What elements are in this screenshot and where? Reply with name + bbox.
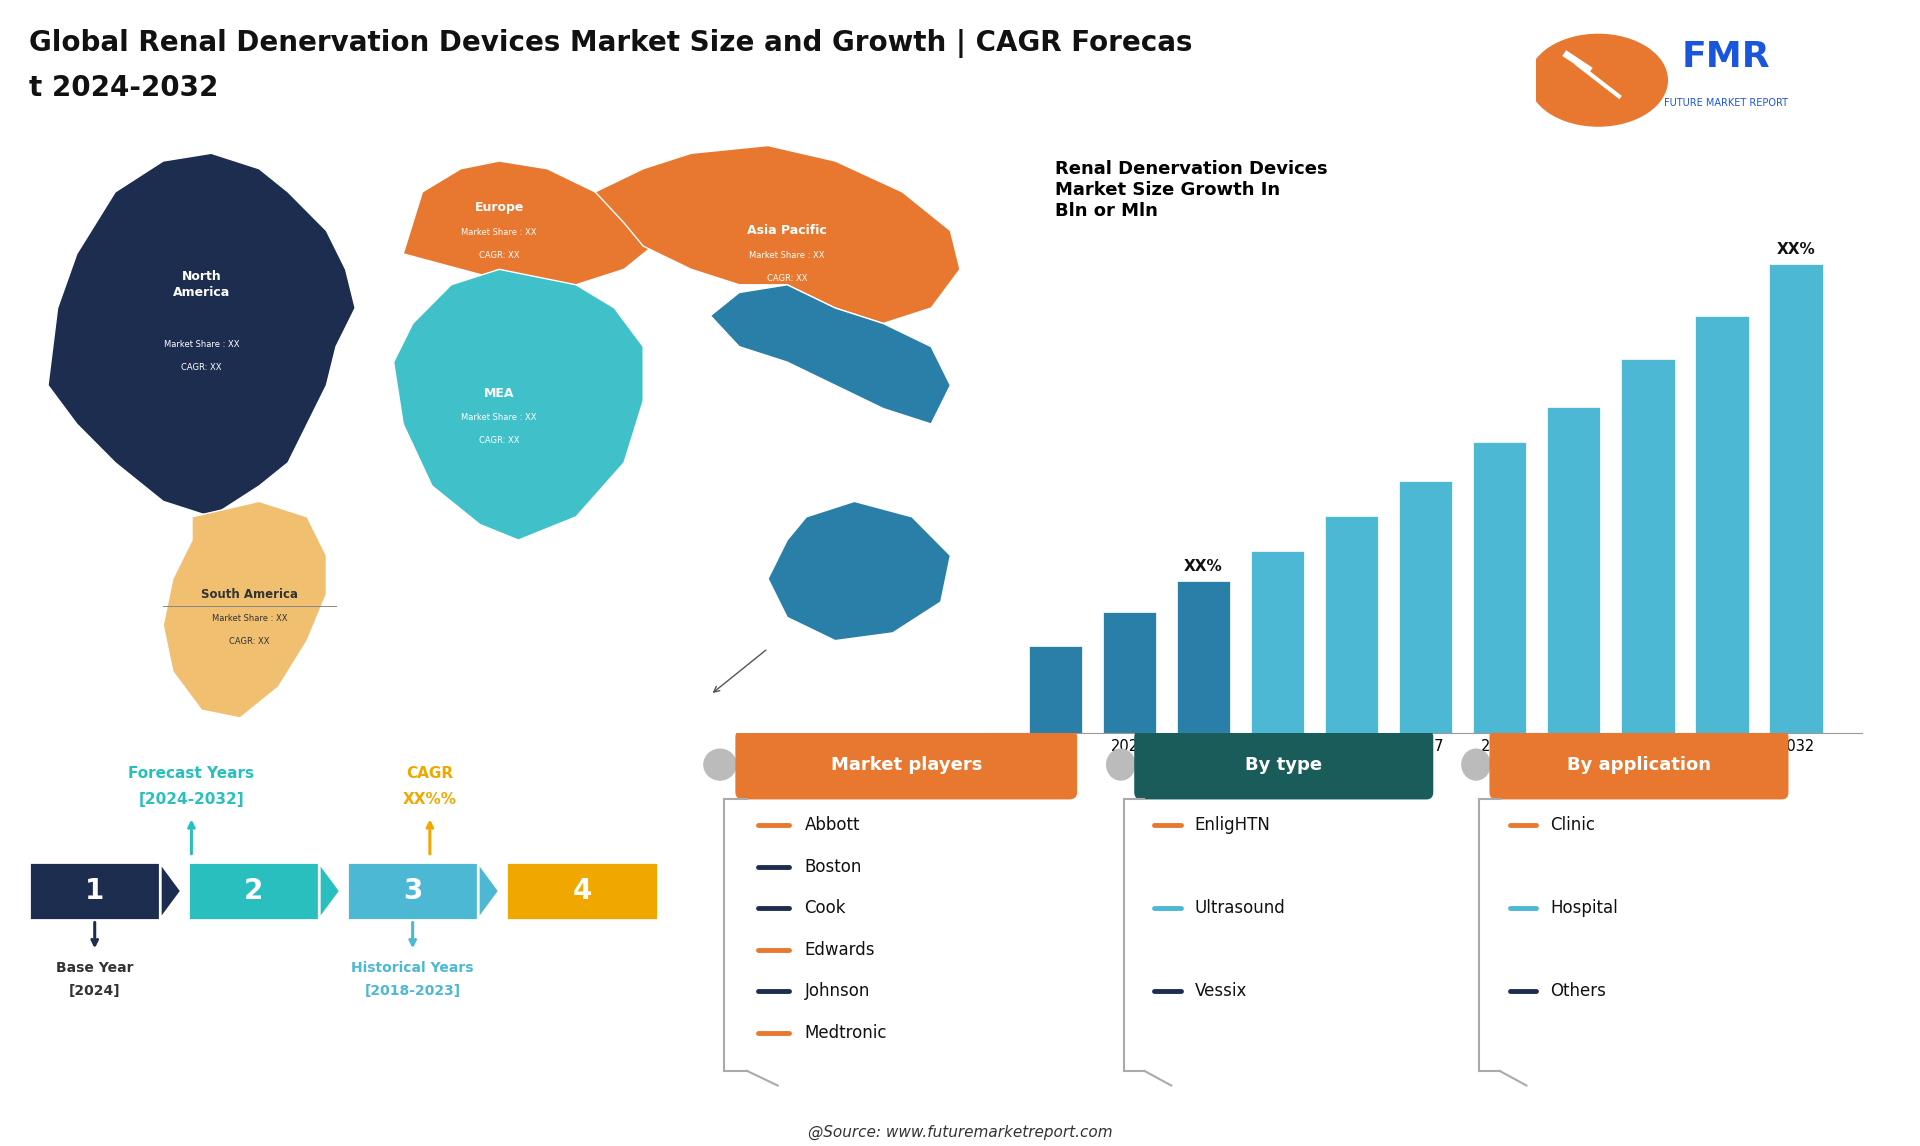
FancyBboxPatch shape (29, 862, 159, 919)
Text: Market players: Market players (831, 755, 981, 774)
Bar (1620, 360, 1674, 733)
Text: Renal Denervation Devices
Market Size Growth In
Bln or Mln: Renal Denervation Devices Market Size Gr… (1056, 160, 1329, 220)
Text: Market Share : XX: Market Share : XX (461, 228, 538, 236)
Bar (1102, 612, 1156, 733)
Text: CAGR: XX: CAGR: XX (228, 637, 271, 646)
Text: Global Renal Denervation Devices Market Size and Growth | CAGR Forecas: Global Renal Denervation Devices Market … (29, 29, 1192, 57)
Bar (1400, 481, 1452, 733)
Text: By type: By type (1246, 755, 1323, 774)
Text: North
America: North America (173, 270, 230, 299)
Text: 1: 1 (84, 877, 104, 905)
Bar (1548, 407, 1601, 733)
Text: 2: 2 (244, 877, 263, 905)
Text: [2018-2023]: [2018-2023] (365, 984, 461, 998)
Text: Boston: Boston (804, 857, 862, 876)
FancyBboxPatch shape (348, 862, 478, 919)
Text: Vessix: Vessix (1194, 982, 1248, 1000)
Text: XX%: XX% (1185, 559, 1223, 574)
Bar (1770, 264, 1822, 733)
FancyBboxPatch shape (1490, 730, 1789, 800)
Text: Market Share : XX: Market Share : XX (461, 414, 538, 422)
Bar (1029, 646, 1081, 733)
Polygon shape (710, 284, 950, 424)
Text: t 2024-2032: t 2024-2032 (29, 74, 219, 102)
Text: Forecast Years: Forecast Years (129, 766, 255, 782)
Bar (1325, 516, 1379, 733)
Text: Abbott: Abbott (804, 816, 860, 834)
Text: Asia Pacific: Asia Pacific (747, 225, 828, 237)
Text: FMR: FMR (1682, 40, 1770, 74)
Text: Ultrasound: Ultrasound (1194, 900, 1286, 917)
Text: CAGR: XX: CAGR: XX (766, 274, 808, 283)
Text: EnligHTN: EnligHTN (1194, 816, 1271, 834)
Polygon shape (403, 160, 653, 284)
Text: CAGR: XX: CAGR: XX (478, 437, 520, 446)
Text: CAGR: CAGR (407, 766, 453, 782)
Text: [2024-2032]: [2024-2032] (138, 792, 244, 807)
Polygon shape (595, 146, 960, 323)
Bar (1695, 316, 1749, 733)
Polygon shape (163, 502, 326, 717)
Text: Edwards: Edwards (804, 941, 876, 959)
FancyBboxPatch shape (1135, 730, 1432, 800)
Bar (1250, 551, 1304, 733)
Text: Medtronic: Medtronic (804, 1023, 887, 1042)
Text: By application: By application (1567, 755, 1711, 774)
Text: Historical Years: Historical Years (351, 961, 474, 975)
Text: 4: 4 (572, 877, 591, 905)
Text: 3: 3 (403, 877, 422, 905)
Text: @Source: www.futuremarketreport.com: @Source: www.futuremarketreport.com (808, 1125, 1112, 1140)
Text: Others: Others (1549, 982, 1605, 1000)
Text: XX%: XX% (1776, 242, 1816, 257)
Polygon shape (319, 862, 340, 919)
Text: Market Share : XX: Market Share : XX (211, 614, 288, 623)
Text: Market Share : XX: Market Share : XX (163, 339, 240, 348)
FancyBboxPatch shape (507, 862, 659, 919)
Text: MEA: MEA (484, 386, 515, 400)
Text: CAGR: XX: CAGR: XX (180, 363, 223, 371)
Text: FUTURE MARKET REPORT: FUTURE MARKET REPORT (1665, 99, 1788, 108)
Text: XX%%: XX%% (403, 792, 457, 807)
Circle shape (1461, 749, 1490, 780)
Text: Clinic: Clinic (1549, 816, 1596, 834)
Circle shape (705, 749, 735, 780)
Polygon shape (159, 862, 182, 919)
Text: Cook: Cook (804, 900, 847, 917)
Polygon shape (48, 154, 355, 517)
Text: Market Share : XX: Market Share : XX (749, 251, 826, 260)
Text: Base Year: Base Year (56, 961, 134, 975)
Polygon shape (394, 269, 643, 540)
Bar (1177, 581, 1231, 733)
Text: Hospital: Hospital (1549, 900, 1619, 917)
Text: CAGR: XX: CAGR: XX (478, 251, 520, 260)
FancyBboxPatch shape (735, 730, 1077, 800)
Text: Johnson: Johnson (804, 982, 870, 1000)
Bar (1473, 442, 1526, 733)
Circle shape (1106, 749, 1135, 780)
Text: Europe: Europe (474, 201, 524, 214)
Text: South America: South America (202, 588, 298, 601)
Polygon shape (768, 502, 950, 641)
Polygon shape (478, 862, 499, 919)
Circle shape (1528, 34, 1667, 126)
FancyBboxPatch shape (188, 862, 319, 919)
Text: [2024]: [2024] (69, 984, 121, 998)
